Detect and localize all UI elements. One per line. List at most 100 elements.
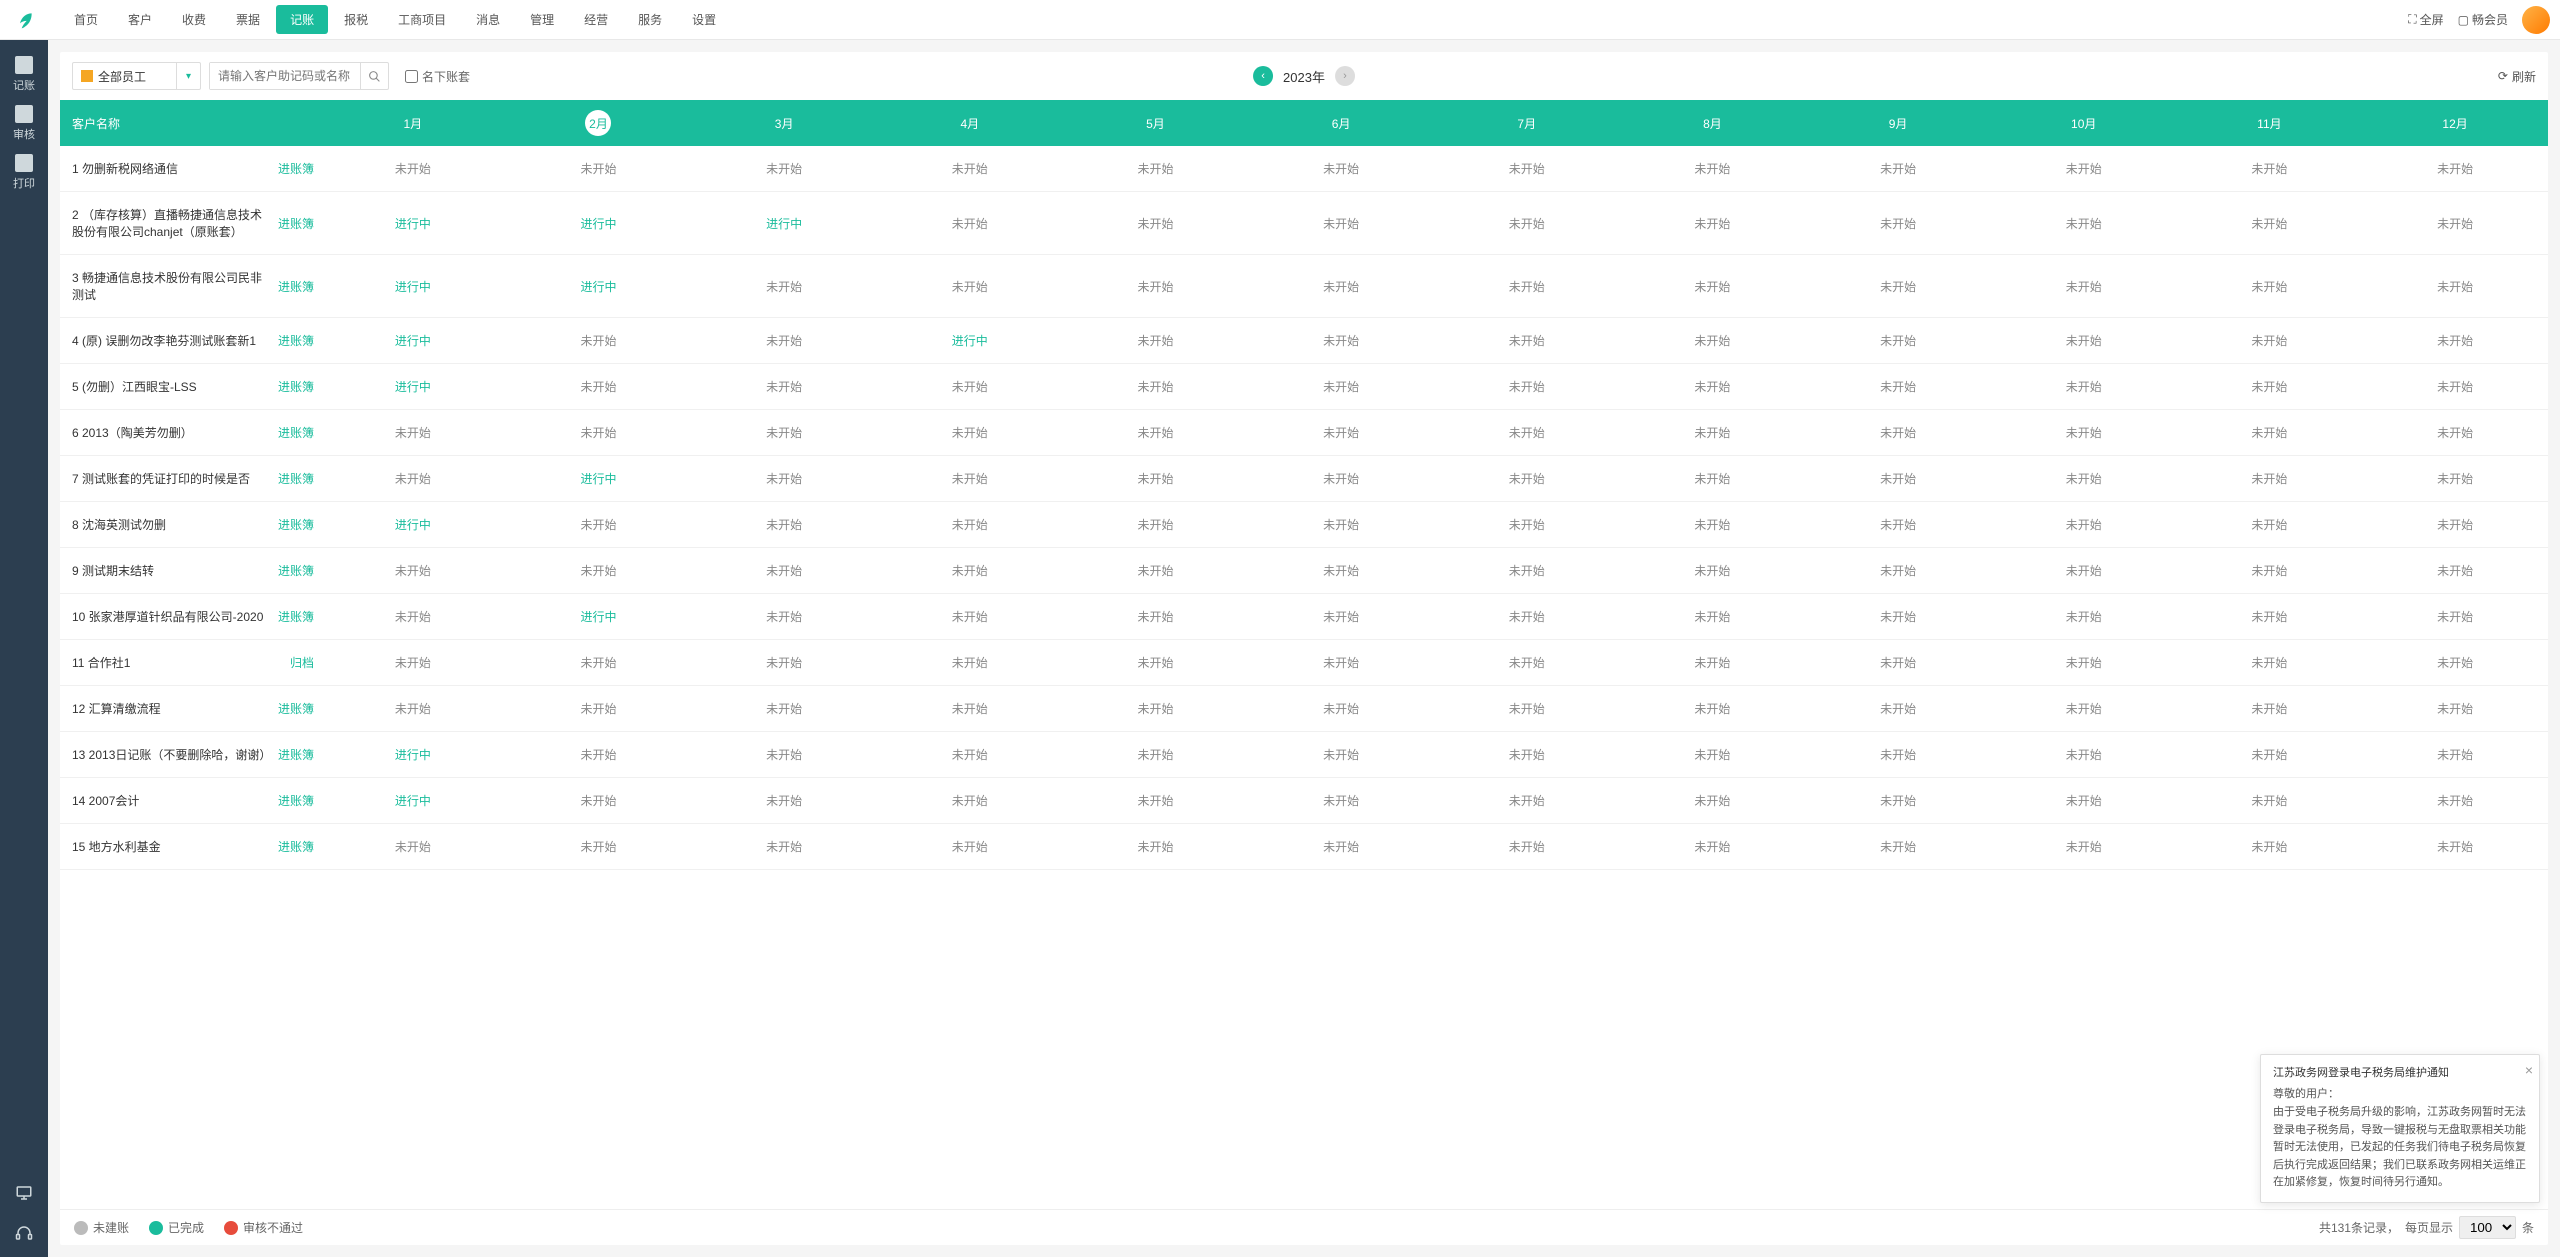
topnav-item-9[interactable]: 经营 [570,5,622,34]
status-cell: 未开始 [691,364,877,410]
refresh-button[interactable]: ⟳ 刷新 [2498,68,2536,85]
client-link[interactable]: 进账簿 [278,608,314,625]
status-cell: 未开始 [1991,594,2177,640]
status-cell: 未开始 [320,640,506,686]
notification-greeting: 尊敬的用户： [2273,1086,2527,1104]
client-link[interactable]: 归档 [290,654,314,671]
status-cell: 未开始 [877,640,1063,686]
status-cell: 未开始 [1991,318,2177,364]
status-cell: 未开始 [1805,192,1991,255]
column-header-month-3[interactable]: 3月 [691,100,877,146]
name-checkbox-input[interactable] [405,70,418,83]
search-button[interactable] [360,63,388,89]
client-link[interactable]: 进账簿 [278,215,314,232]
monitor-icon[interactable] [14,1183,34,1203]
topnav-item-3[interactable]: 票据 [222,5,274,34]
client-link[interactable]: 进账簿 [278,700,314,717]
status-cell: 未开始 [506,502,692,548]
status-cell: 未开始 [2362,364,2548,410]
notification-popup: × 江苏政务网登录电子税务局维护通知 尊敬的用户： 由于受电子税务局升级的影响，… [2260,1054,2540,1203]
topnav-item-5[interactable]: 报税 [330,5,382,34]
client-link[interactable]: 进账簿 [278,378,314,395]
status-cell: 未开始 [2362,502,2548,548]
topnav-item-2[interactable]: 收费 [168,5,220,34]
topnav-item-4[interactable]: 记账 [276,5,328,34]
client-link[interactable]: 进账簿 [278,424,314,441]
page-size-select[interactable]: 100 [2459,1216,2516,1239]
client-link[interactable]: 进账簿 [278,746,314,763]
status-cell: 未开始 [1991,778,2177,824]
status-cell: 未开始 [877,192,1063,255]
status-cell: 未开始 [1991,686,2177,732]
status-cell: 未开始 [2177,548,2363,594]
client-link[interactable]: 进账簿 [278,278,314,295]
client-link[interactable]: 进账簿 [278,792,314,809]
status-cell: 未开始 [1805,318,1991,364]
status-cell: 未开始 [1991,410,2177,456]
column-header-month-11[interactable]: 11月 [2177,100,2363,146]
headset-icon[interactable] [14,1223,34,1243]
status-cell: 未开始 [1434,732,1620,778]
topnav-item-8[interactable]: 管理 [516,5,568,34]
client-link[interactable]: 进账簿 [278,332,314,349]
client-link[interactable]: 进账簿 [278,562,314,579]
status-cell: 未开始 [691,146,877,192]
client-link[interactable]: 进账簿 [278,838,314,855]
status-cell: 未开始 [1248,502,1434,548]
status-cell: 进行中 [320,364,506,410]
topnav-item-6[interactable]: 工商项目 [384,5,460,34]
column-header-month-6[interactable]: 6月 [1248,100,1434,146]
client-link[interactable]: 进账簿 [278,516,314,533]
fullscreen-button[interactable]: ⛶ 全屏 [2408,11,2443,28]
status-cell: 未开始 [691,594,877,640]
year-prev-button[interactable]: ‹ [1253,66,1273,86]
user-avatar[interactable] [2522,6,2550,34]
sidebar-item-记账[interactable]: 记账 [4,50,44,99]
column-header-month-7[interactable]: 7月 [1434,100,1620,146]
legend-label: 未建账 [93,1219,129,1236]
status-cell: 未开始 [1248,318,1434,364]
status-cell: 未开始 [877,502,1063,548]
refresh-label: 刷新 [2512,68,2536,85]
employee-select[interactable]: 全部员工 ▾ [72,62,201,90]
client-link[interactable]: 进账簿 [278,470,314,487]
status-cell: 未开始 [2362,640,2548,686]
sidebar-item-打印[interactable]: 打印 [4,148,44,197]
status-cell: 未开始 [1991,824,2177,870]
status-cell: 未开始 [1620,640,1806,686]
topnav-item-11[interactable]: 设置 [678,5,730,34]
column-header-month-1[interactable]: 1月 [320,100,506,146]
topnav-item-0[interactable]: 首页 [60,5,112,34]
status-cell: 未开始 [1991,502,2177,548]
status-cell: 未开始 [2362,824,2548,870]
client-link[interactable]: 进账簿 [278,160,314,177]
name-checkbox[interactable]: 名下账套 [405,68,470,85]
app-logo[interactable] [10,5,40,35]
status-cell: 未开始 [1248,410,1434,456]
column-header-month-4[interactable]: 4月 [877,100,1063,146]
status-cell: 未开始 [2362,548,2548,594]
column-header-month-10[interactable]: 10月 [1991,100,2177,146]
column-header-month-12[interactable]: 12月 [2362,100,2548,146]
notification-close-button[interactable]: × [2525,1059,2533,1081]
column-header-month-5[interactable]: 5月 [1063,100,1249,146]
table-row: 5 (勿删）江西眼宝-LSS进账簿进行中未开始未开始未开始未开始未开始未开始未开… [60,364,2548,410]
member-button[interactable]: ▢ 畅会员 [2458,11,2508,28]
column-header-month-2[interactable]: 2月 [506,100,692,146]
sidebar-item-审核[interactable]: 审核 [4,99,44,148]
refresh-icon: ⟳ [2498,69,2508,83]
topnav-item-1[interactable]: 客户 [114,5,166,34]
column-header-month-9[interactable]: 9月 [1805,100,1991,146]
topnav-item-7[interactable]: 消息 [462,5,514,34]
search-input[interactable] [210,63,360,89]
year-next-button[interactable]: › [1335,66,1355,86]
topnav-item-10[interactable]: 服务 [624,5,676,34]
table-container: 客户名称1月2月3月4月5月6月7月8月9月10月11月12月 1 勿删新税网络… [60,100,2548,1209]
column-header-month-8[interactable]: 8月 [1620,100,1806,146]
status-cell: 未开始 [2177,318,2363,364]
status-cell: 未开始 [320,146,506,192]
sidebar-item-label: 打印 [13,175,35,191]
pagination: 共131条记录， 每页显示 100 条 [2319,1216,2534,1239]
print-icon [15,154,33,172]
main-panel: 全部员工 ▾ 名下账套 ‹ 2023年 › [60,52,2548,1245]
